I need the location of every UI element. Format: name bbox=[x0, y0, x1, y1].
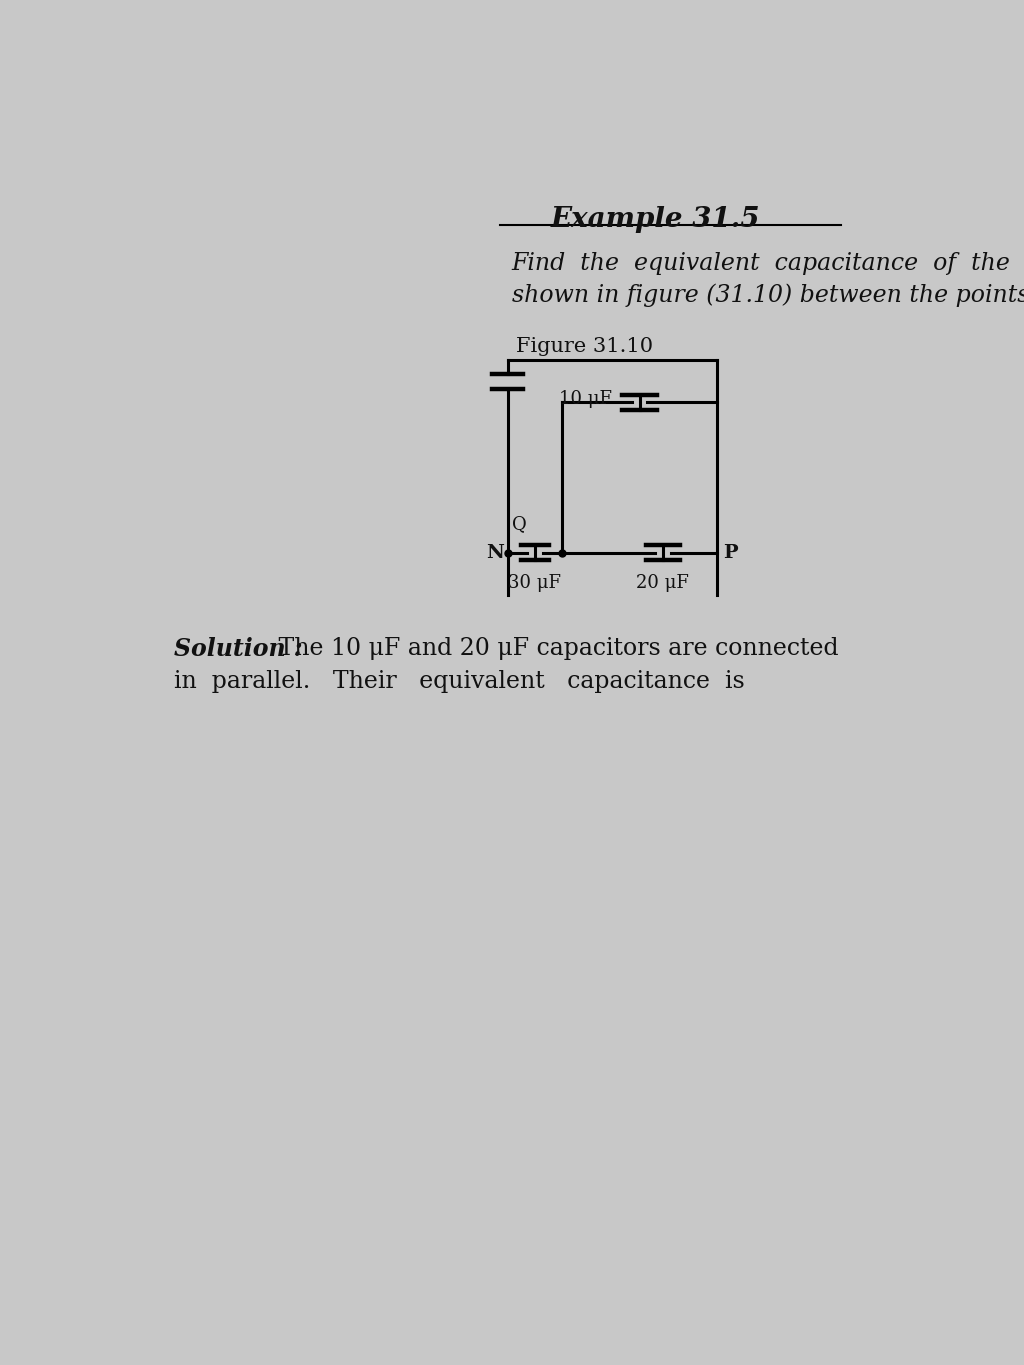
Text: Find  the  equivalent  capacitance  of  the  combination: Find the equivalent capacitance of the c… bbox=[512, 253, 1024, 276]
Text: Figure 31.10: Figure 31.10 bbox=[515, 337, 652, 356]
Text: 20 μF: 20 μF bbox=[636, 575, 689, 592]
Text: Example 31.5: Example 31.5 bbox=[550, 206, 760, 233]
Text: P: P bbox=[723, 543, 738, 561]
Text: 30 μF: 30 μF bbox=[508, 575, 561, 592]
Text: The 10 μF and 20 μF capacitors are connected: The 10 μF and 20 μF capacitors are conne… bbox=[271, 637, 839, 661]
Text: shown in figure (31.10) between the points P and N.: shown in figure (31.10) between the poin… bbox=[512, 283, 1024, 307]
Text: N: N bbox=[486, 543, 504, 561]
Text: 10 μF: 10 μF bbox=[559, 389, 612, 408]
Text: in  parallel.   Their   equivalent   capacitance  is: in parallel. Their equivalent capacitanc… bbox=[174, 670, 745, 692]
Text: Q: Q bbox=[512, 516, 526, 534]
Text: Solution :: Solution : bbox=[174, 637, 303, 662]
